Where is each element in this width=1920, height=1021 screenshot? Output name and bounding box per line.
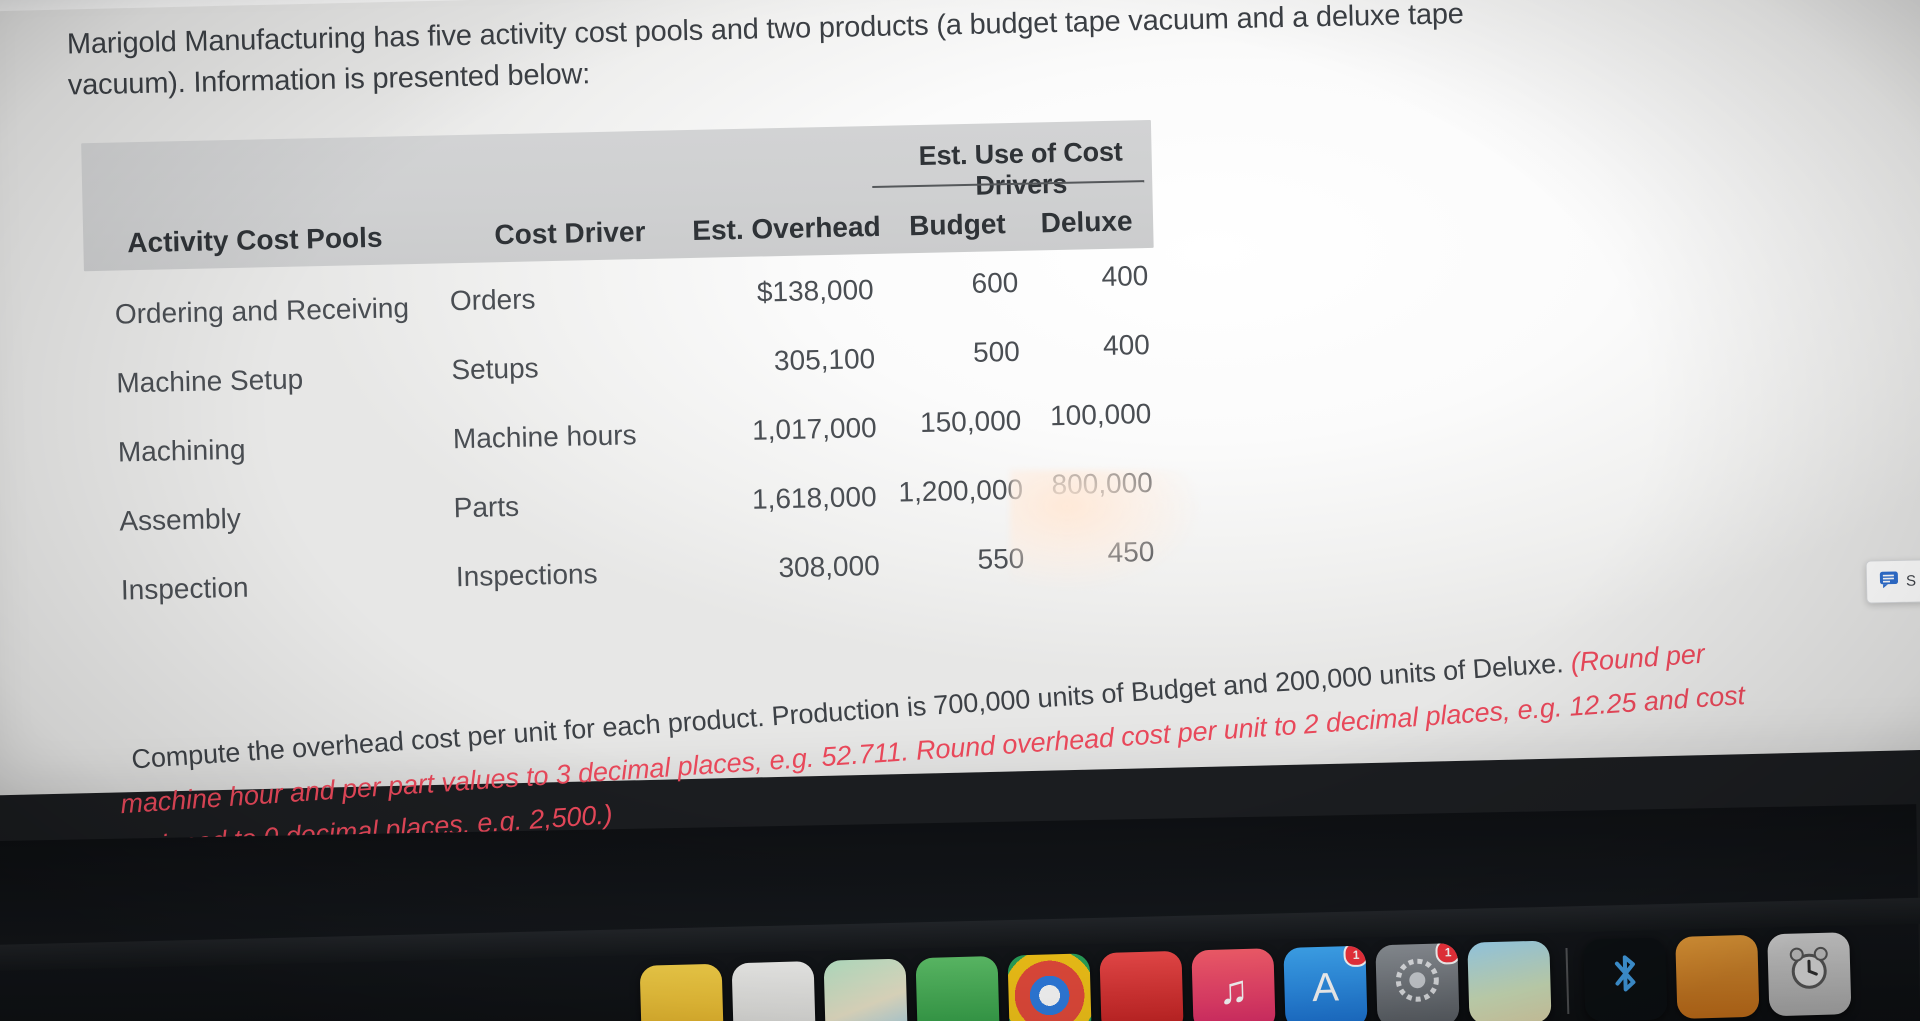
dock-item-blocker[interactable] [1099, 950, 1184, 1021]
column-header-cost-driver: Cost Driver [494, 215, 646, 251]
dock-item-clock[interactable] [1767, 932, 1852, 1017]
bluetooth-icon [1607, 951, 1645, 1008]
cell-deluxe-driver-use: 400 [1101, 259, 1149, 292]
cell-est-overhead: 1,618,000 [751, 480, 877, 515]
dock-item-finder[interactable] [639, 963, 724, 1021]
gear-icon [1392, 955, 1444, 1016]
problem-statement: Marigold Manufacturing has five activity… [67, 0, 1538, 107]
problem-intro-line-1: Marigold Manufacturing has five activity… [66, 0, 1465, 102]
table-header-band: Est. Use of Cost Drivers Activity Cost P… [81, 119, 1154, 272]
cell-activity-cost-pool: Machine Setup [116, 362, 304, 399]
cell-cost-driver: Parts [453, 490, 520, 523]
dock-item-notes[interactable] [731, 961, 816, 1021]
cell-deluxe-driver-use: 100,000 [1049, 397, 1152, 431]
clock-icon [1785, 945, 1835, 1004]
cell-cost-driver: Orders [449, 282, 536, 316]
dock-separator [1565, 947, 1570, 1015]
cell-est-overhead: 308,000 [778, 549, 881, 583]
problem-intro-line-2: is presented below: [343, 58, 591, 96]
macos-dock[interactable]: ♫ A 1 1 [639, 894, 1852, 1021]
feedback-tab[interactable]: S [1865, 559, 1920, 604]
dock-item-chrome[interactable] [1007, 953, 1092, 1021]
cell-deluxe-driver-use: 800,000 [1051, 466, 1154, 500]
cell-cost-driver: Setups [451, 351, 539, 385]
span-header-est-use-of-cost-drivers: Est. Use of Cost Drivers [918, 136, 1123, 201]
dock-item-documents-folder[interactable] [1675, 934, 1760, 1019]
instructions-line-1-rounding-note: (Round per [1569, 638, 1706, 678]
dock-item-music[interactable]: ♫ [1191, 948, 1276, 1021]
cell-budget-driver-use: 500 [972, 335, 1021, 368]
cell-activity-cost-pool: Assembly [119, 502, 242, 537]
cell-cost-driver: Inspections [455, 557, 598, 592]
cell-budget-driver-use: 150,000 [919, 404, 1022, 438]
cell-budget-driver-use: 550 [977, 542, 1025, 575]
app-store-icon: A [1311, 964, 1340, 1010]
cell-est-overhead: $138,000 [756, 273, 874, 308]
app-store-badge: 1 [1343, 945, 1368, 968]
dock-item-system-preferences[interactable]: 1 [1375, 943, 1460, 1021]
cell-deluxe-driver-use: 400 [1102, 328, 1151, 361]
column-header-est-overhead: Est. Overhead [691, 210, 881, 246]
cell-budget-driver-use: 1,200,000 [898, 473, 1024, 508]
cell-est-overhead: 1,017,000 [751, 411, 878, 446]
cell-activity-cost-pool: Machining [117, 433, 246, 468]
cell-activity-cost-pool: Ordering and Receiving [114, 291, 410, 330]
column-header-activity-cost-pools: Activity Cost Pools [126, 221, 383, 259]
cell-activity-cost-pool: Inspection [120, 571, 249, 605]
music-icon: ♫ [1217, 967, 1250, 1013]
dock-item-maps[interactable] [823, 958, 908, 1021]
activity-cost-pool-table: Est. Use of Cost Drivers Activity Cost P… [81, 119, 1161, 606]
dock-item-app-store[interactable]: A 1 [1283, 945, 1368, 1021]
cell-budget-driver-use: 600 [971, 266, 1019, 299]
column-header-budget: Budget [908, 208, 1006, 242]
dock-item-bluetooth[interactable] [1583, 937, 1668, 1021]
dock-item-facetime[interactable] [915, 955, 1000, 1021]
cell-cost-driver: Machine hours [452, 418, 637, 454]
table-body: Ordering and Receiving Orders $138,000 6… [84, 248, 1161, 606]
feedback-tab-label: S [1905, 572, 1917, 590]
cell-deluxe-driver-use: 450 [1107, 535, 1155, 568]
dock-item-photos[interactable] [1467, 940, 1552, 1021]
system-preferences-badge: 1 [1435, 943, 1460, 965]
feedback-icon [1879, 570, 1899, 593]
cell-est-overhead: 305,100 [773, 342, 876, 376]
column-header-deluxe: Deluxe [1040, 205, 1133, 239]
